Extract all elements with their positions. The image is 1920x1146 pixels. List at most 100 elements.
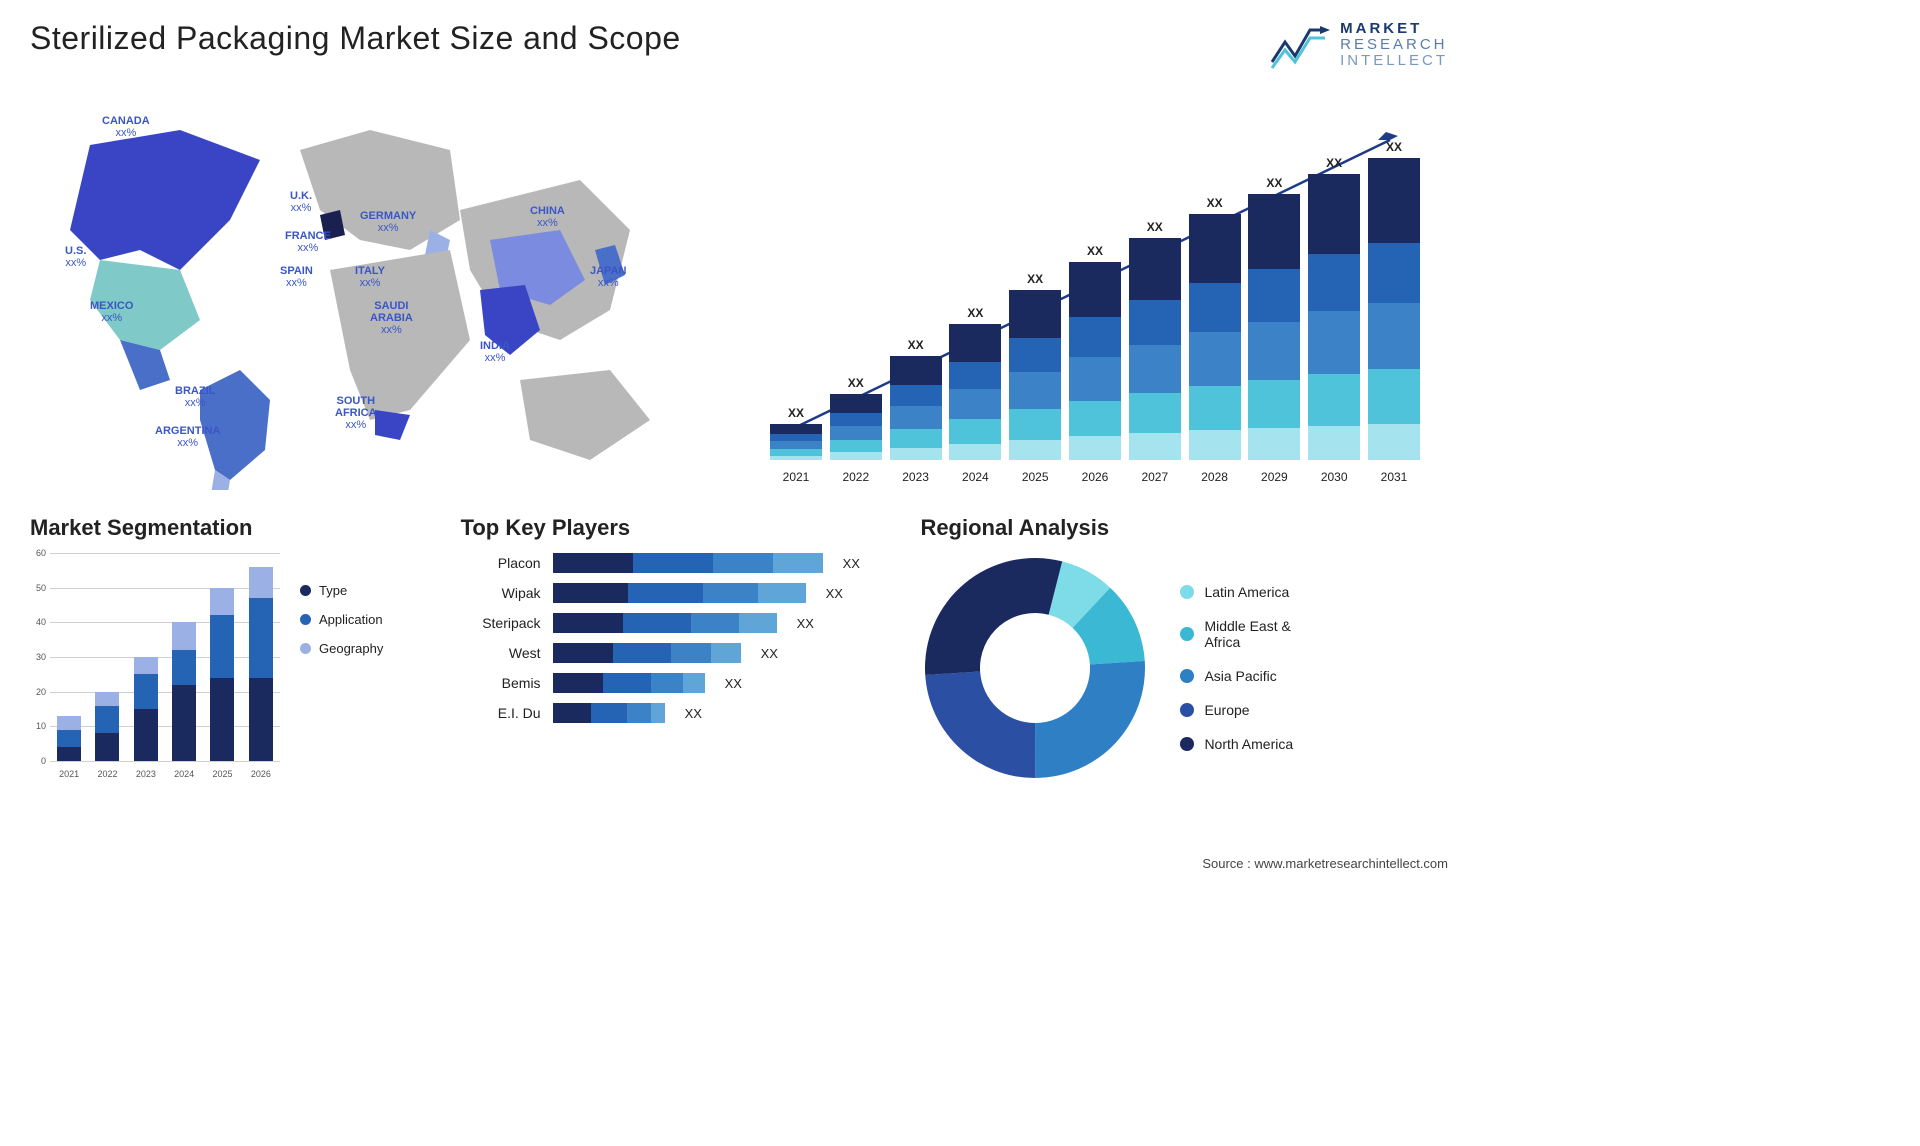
regional-legend-item: Europe [1180, 702, 1293, 718]
growth-bar-segment [1129, 300, 1181, 344]
player-bar-segment [553, 583, 628, 603]
growth-bar-segment [949, 444, 1001, 460]
logo-line3: INTELLECT [1340, 53, 1448, 69]
player-name: E.I. Du [461, 705, 541, 721]
legend-label: Geography [319, 641, 383, 656]
player-bar [553, 613, 777, 633]
legend-dot [1180, 737, 1194, 751]
growth-bar-segment [890, 356, 942, 385]
growth-bar-label: XX [1027, 272, 1043, 286]
seg-x-label: 2021 [57, 769, 81, 779]
player-bar-segment [553, 613, 623, 633]
growth-bar-label: XX [1207, 196, 1223, 210]
growth-x-label: 2024 [949, 470, 1001, 484]
player-value: XX [826, 586, 843, 601]
seg-ytick: 50 [30, 583, 46, 593]
seg-bar-segment [134, 657, 158, 674]
growth-bar-segment [1189, 386, 1241, 430]
map-label: MEXICOxx% [90, 300, 133, 324]
regional-legend: Latin AmericaMiddle East &AfricaAsia Pac… [1180, 584, 1293, 752]
regional-donut [920, 553, 1150, 783]
legend-label: Latin America [1204, 584, 1289, 600]
growth-bar-segment [770, 424, 822, 434]
logo-line1: MARKET [1340, 21, 1448, 37]
map-region [520, 370, 650, 460]
growth-bar: XX [1129, 220, 1181, 460]
growth-bar-segment [1189, 332, 1241, 386]
growth-x-label: 2025 [1009, 470, 1061, 484]
growth-bar-segment [890, 385, 942, 406]
player-name: Bemis [461, 675, 541, 691]
seg-ytick: 60 [30, 548, 46, 558]
legend-label: Asia Pacific [1204, 668, 1276, 684]
player-row: E.I. DuXX [461, 703, 891, 723]
growth-bar-segment [830, 394, 882, 412]
map-label: SPAINxx% [280, 265, 313, 289]
page-title: Sterilized Packaging Market Size and Sco… [30, 20, 681, 57]
seg-gridline [50, 761, 280, 762]
player-bar-segment [651, 673, 683, 693]
growth-bar-segment [949, 362, 1001, 389]
donut-slice [1036, 661, 1146, 778]
growth-bar: XX [890, 338, 942, 460]
growth-x-label: 2029 [1248, 470, 1300, 484]
growth-bar: XX [1009, 272, 1061, 460]
legend-dot [300, 585, 311, 596]
seg-bar-segment [172, 650, 196, 685]
map-label: FRANCExx% [285, 230, 331, 254]
map-label: ITALYxx% [355, 265, 385, 289]
regional-legend-item: Asia Pacific [1180, 668, 1293, 684]
player-value: XX [761, 646, 778, 661]
map-label: SOUTHAFRICAxx% [335, 395, 377, 431]
player-row: WestXX [461, 643, 891, 663]
seg-bar-segment [57, 716, 81, 730]
seg-ytick: 10 [30, 721, 46, 731]
player-name: Steripack [461, 615, 541, 631]
growth-bar-segment [1368, 158, 1420, 243]
logo-icon [1270, 20, 1330, 70]
seg-bar [172, 622, 196, 761]
seg-bar-segment [210, 615, 234, 677]
seg-bar-segment [172, 685, 196, 761]
seg-legend-item: Type [300, 583, 383, 598]
growth-bar-segment [1248, 194, 1300, 268]
growth-bar-segment [1308, 174, 1360, 254]
growth-bar-segment [1248, 322, 1300, 381]
growth-bar-segment [1308, 254, 1360, 311]
player-value: XX [843, 556, 860, 571]
growth-bar-label: XX [967, 306, 983, 320]
growth-bar-label: XX [848, 376, 864, 390]
growth-bar-label: XX [908, 338, 924, 352]
player-bar-segment [758, 583, 806, 603]
growth-bar-segment [949, 419, 1001, 443]
map-region [375, 410, 410, 440]
seg-bar-segment [57, 747, 81, 761]
map-region [70, 130, 260, 270]
growth-bar-segment [830, 413, 882, 426]
growth-bar: XX [770, 406, 822, 460]
map-label: CANADAxx% [102, 115, 150, 139]
player-bar-segment [591, 703, 627, 723]
seg-x-label: 2024 [172, 769, 196, 779]
growth-bar-segment [1009, 338, 1061, 372]
regional-legend-item: Latin America [1180, 584, 1293, 600]
brand-logo: MARKET RESEARCH INTELLECT [1270, 20, 1448, 70]
player-value: XX [797, 616, 814, 631]
growth-bar-segment [1069, 357, 1121, 401]
growth-bar-segment [1308, 374, 1360, 425]
seg-ytick: 40 [30, 617, 46, 627]
seg-x-label: 2025 [211, 769, 235, 779]
growth-x-label: 2028 [1189, 470, 1241, 484]
growth-bar-segment [1129, 238, 1181, 300]
growth-bar-label: XX [1087, 244, 1103, 258]
seg-ytick: 0 [30, 756, 46, 766]
growth-x-label: 2030 [1308, 470, 1360, 484]
growth-bar: XX [1069, 244, 1121, 460]
seg-legend-item: Application [300, 612, 383, 627]
player-bar [553, 673, 705, 693]
seg-bar-segment [134, 674, 158, 709]
seg-bar-segment [57, 730, 81, 747]
seg-ytick: 20 [30, 687, 46, 697]
growth-x-label: 2021 [770, 470, 822, 484]
legend-dot [300, 643, 311, 654]
